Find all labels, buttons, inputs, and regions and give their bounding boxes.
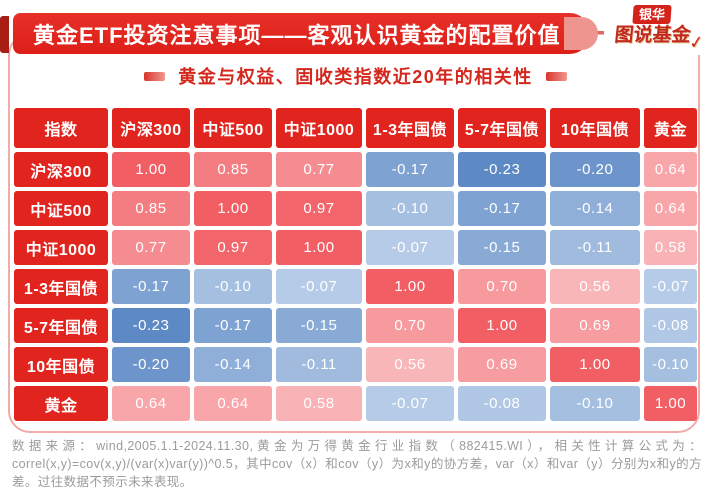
correlation-cell: 0.97 [194, 230, 272, 265]
row-label-cell: 中证1000 [14, 230, 108, 265]
correlation-cell: 0.97 [276, 191, 362, 226]
correlation-cell: -0.07 [644, 269, 697, 304]
correlation-table: 指数 沪深300 中证500 中证1000 1-3年国债 5-7年国债 10年国债 黄金 沪深3… [14, 108, 697, 421]
correlation-cell: 0.85 [194, 152, 272, 187]
correlation-cell: 0.77 [276, 152, 362, 187]
correlation-cell: 1.00 [644, 386, 697, 421]
correlation-cell: -0.14 [194, 347, 272, 382]
correlation-cell: -0.20 [112, 347, 190, 382]
correlation-cell: 0.69 [550, 308, 640, 343]
logo-brand-badge: 银华 [632, 5, 673, 24]
correlation-cell: 1.00 [366, 269, 454, 304]
correlation-cell: -0.10 [194, 269, 272, 304]
row-label-cell: 中证500 [14, 191, 108, 226]
correlation-cell: 1.00 [458, 308, 546, 343]
correlation-cell: 0.58 [276, 386, 362, 421]
correlation-cell: -0.14 [550, 191, 640, 226]
correlation-cell: -0.11 [276, 347, 362, 382]
column-header-cell: 中证1000 [276, 108, 362, 148]
column-header-cell: 5-7年国债 [458, 108, 546, 148]
column-header-cell: 沪深300 [112, 108, 190, 148]
correlation-cell: 0.64 [194, 386, 272, 421]
correlation-cell: -0.10 [550, 386, 640, 421]
correlation-cell: 0.64 [112, 386, 190, 421]
correlation-cell: -0.08 [644, 308, 697, 343]
subtitle-bullet-right [545, 71, 567, 81]
banner-echo-shape [564, 17, 598, 50]
title-banner: 黄金ETF投资注意事项——客观认识黄金的配置价值 [13, 13, 598, 54]
correlation-cell: 0.56 [550, 269, 640, 304]
correlation-cell: -0.07 [276, 269, 362, 304]
column-header-cell: 1-3年国债 [366, 108, 454, 148]
correlation-cell: -0.15 [276, 308, 362, 343]
correlation-cell: 1.00 [550, 347, 640, 382]
correlation-cell: -0.10 [366, 191, 454, 226]
logo-series-text: 图说基金 ✓ [603, 24, 703, 53]
correlation-cell: -0.20 [550, 152, 640, 187]
correlation-cell: -0.11 [550, 230, 640, 265]
correlation-cell: 0.69 [458, 347, 546, 382]
correlation-cell: 0.58 [644, 230, 697, 265]
correlation-cell: -0.07 [366, 386, 454, 421]
correlation-cell: -0.23 [112, 308, 190, 343]
footnote: 数据来源：wind,2005.1.1-2024.11.30,黄金为万得黄金行业指… [12, 439, 702, 489]
page-title: 黄金ETF投资注意事项——客观认识黄金的配置价值 [33, 22, 561, 48]
row-label-cell: 5-7年国债 [14, 308, 108, 343]
subtitle-bullet-left [144, 71, 166, 81]
correlation-cell: 0.77 [112, 230, 190, 265]
section-subtitle: 黄金与权益、固收类指数近20年的相关性 [0, 61, 711, 91]
yinhua-logo: 银华 图说基金 ✓ [603, 5, 704, 55]
correlation-cell: 1.00 [194, 191, 272, 226]
correlation-cell: -0.07 [366, 230, 454, 265]
correlation-cell: 1.00 [276, 230, 362, 265]
correlation-cell: -0.10 [644, 347, 697, 382]
correlation-cell: 0.64 [644, 191, 697, 226]
row-label-cell: 沪深300 [14, 152, 108, 187]
correlation-cell: -0.17 [458, 191, 546, 226]
banner-left-accent [0, 16, 9, 53]
table-corner-cell: 指数 [14, 108, 108, 148]
correlation-cell: 0.70 [366, 308, 454, 343]
correlation-cell: -0.15 [458, 230, 546, 265]
correlation-cell: 0.70 [458, 269, 546, 304]
correlation-cell: -0.17 [112, 269, 190, 304]
correlation-cell: -0.08 [458, 386, 546, 421]
subtitle-text: 黄金与权益、固收类指数近20年的相关性 [178, 67, 533, 87]
correlation-cell: 1.00 [112, 152, 190, 187]
column-header-cell: 黄金 [644, 108, 697, 148]
row-label-cell: 黄金 [14, 386, 108, 421]
correlation-cell: -0.23 [458, 152, 546, 187]
correlation-cell: 0.85 [112, 191, 190, 226]
logo-series-label: 图说基金 [613, 25, 692, 46]
correlation-cell: -0.17 [366, 152, 454, 187]
column-header-cell: 10年国债 [550, 108, 640, 148]
correlation-cell: 0.56 [366, 347, 454, 382]
checkmark-icon: ✓ [688, 31, 704, 54]
row-label-cell: 1-3年国债 [14, 269, 108, 304]
correlation-cell: 0.64 [644, 152, 697, 187]
column-header-cell: 中证500 [194, 108, 272, 148]
row-label-cell: 10年国债 [14, 347, 108, 382]
correlation-cell: -0.17 [194, 308, 272, 343]
